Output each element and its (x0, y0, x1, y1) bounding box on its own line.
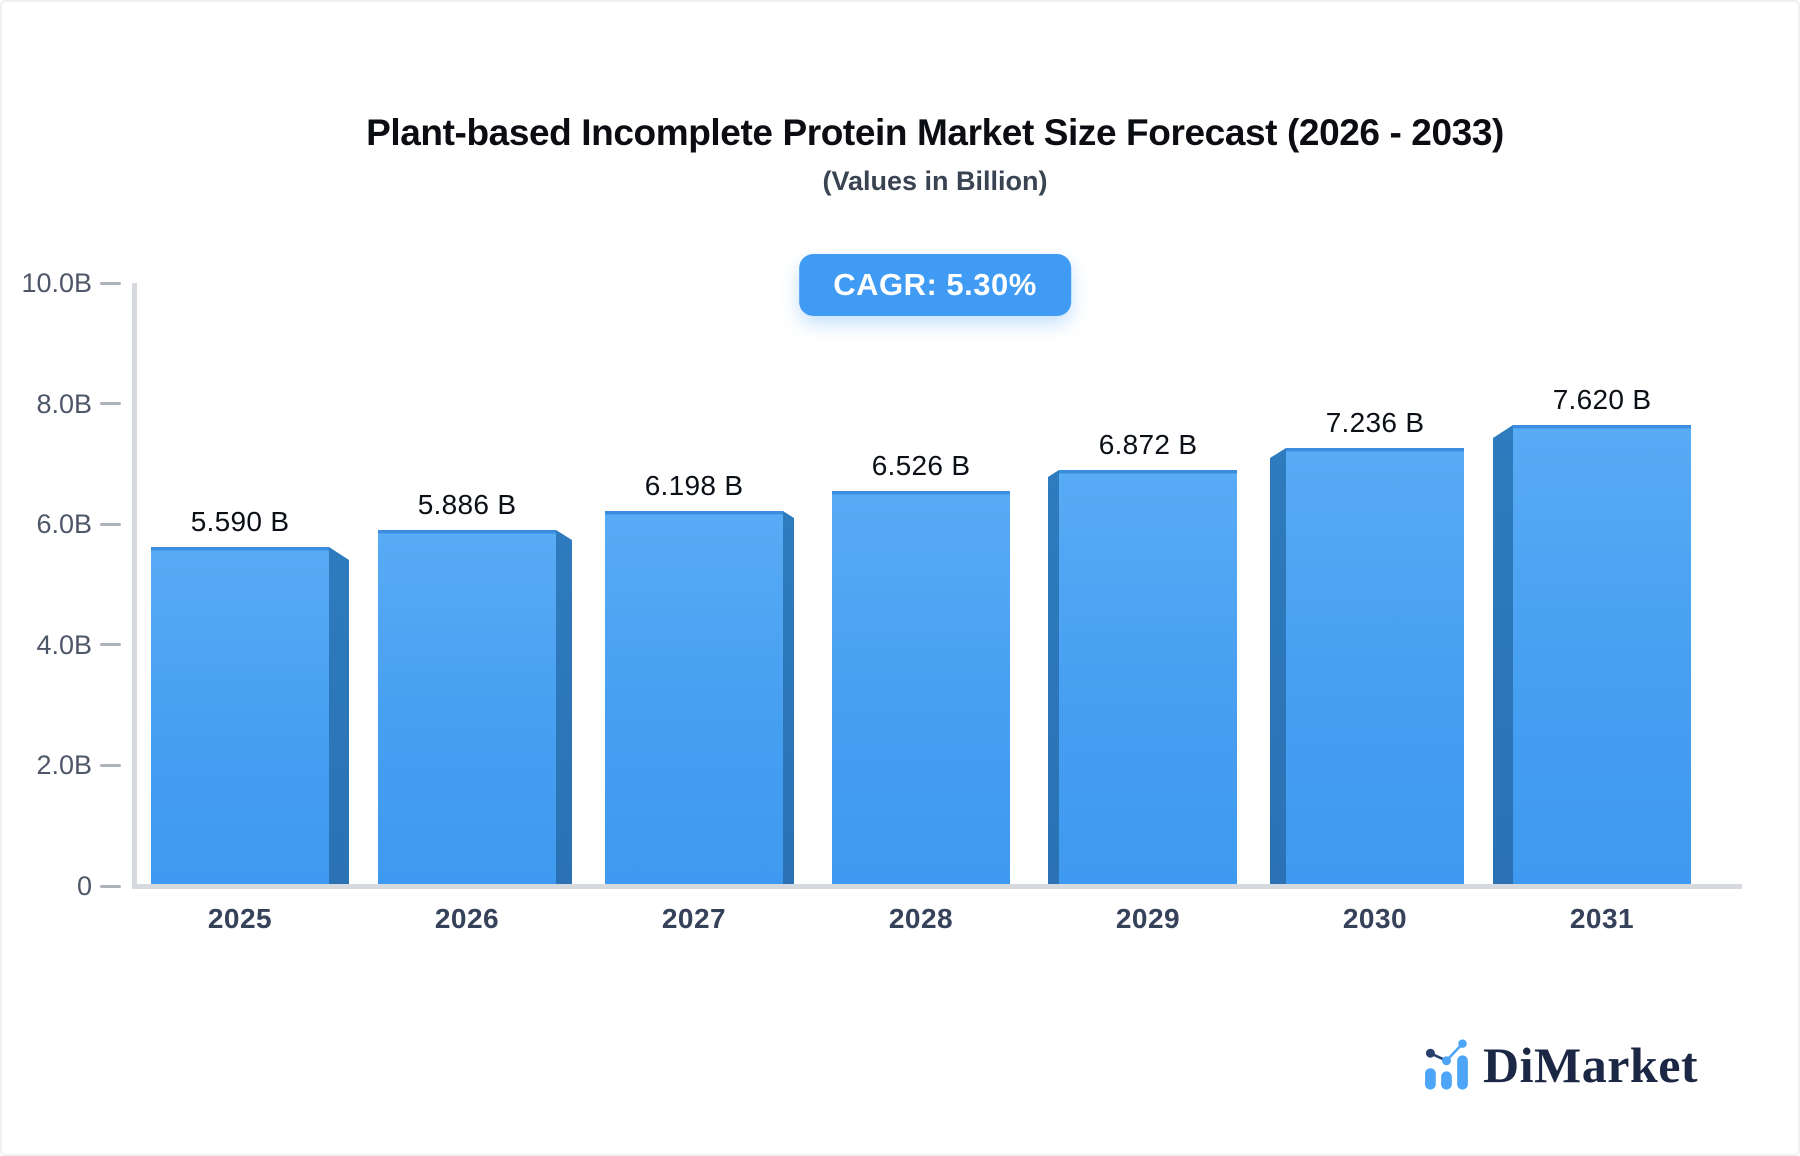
x-axis-line (132, 884, 1742, 889)
bar-value-label: 5.590 B (190, 506, 290, 537)
bar-side-face (783, 511, 794, 884)
bar-chart-logo-icon (1425, 1039, 1468, 1090)
x-axis-label: 2027 (661, 903, 727, 934)
x-axis-label: 2025 (207, 903, 273, 934)
bar (1059, 470, 1237, 884)
brand-logo-text: DiMarket (1483, 1037, 1699, 1093)
y-axis-label: 8.0B (36, 388, 92, 419)
bar (1513, 425, 1691, 884)
x-axis-label: 2026 (434, 903, 500, 934)
x-axis-label: 2030 (1342, 903, 1408, 934)
bar (378, 530, 556, 884)
bar (1286, 448, 1464, 884)
bar-value-label: 5.886 B (417, 489, 517, 520)
bar-side-face (556, 530, 572, 884)
bar-side-face (329, 547, 349, 884)
bar (832, 491, 1010, 884)
y-axis-tick (100, 522, 121, 526)
y-axis-label: 0 (76, 871, 92, 901)
bar (151, 547, 329, 884)
bar (605, 511, 783, 884)
y-axis-label: 4.0B (36, 629, 92, 660)
cagr-badge: CAGR: 5.30% (799, 254, 1071, 316)
x-axis-label: 2031 (1569, 903, 1635, 934)
y-axis-label: 10.0B (21, 268, 92, 298)
x-axis-label: 2029 (1115, 903, 1181, 934)
y-axis-tick (100, 643, 121, 647)
chart-subtitle: (Values in Billion) (822, 166, 1048, 196)
x-axis-label: 2028 (888, 903, 954, 934)
bar-side-face (1048, 470, 1059, 884)
y-axis-tick (100, 402, 121, 406)
bar-value-label: 7.236 B (1325, 407, 1425, 438)
bar-value-label: 6.526 B (871, 450, 971, 481)
y-axis-label: 6.0B (36, 509, 92, 540)
y-axis-label: 2.0B (36, 750, 92, 781)
cagr-badge-label: CAGR: 5.30% (833, 267, 1037, 302)
bar-value-label: 6.872 B (1098, 429, 1198, 460)
brand-logo: DiMarket (1424, 1036, 1698, 1094)
y-axis-tick (100, 884, 121, 888)
y-axis-tick (100, 281, 121, 285)
y-axis-line (132, 283, 137, 889)
bar-side-face (1493, 425, 1513, 884)
bar-side-face (1270, 448, 1286, 884)
y-axis-tick (100, 763, 121, 767)
bar-value-label: 6.198 B (644, 470, 744, 501)
chart-title: Plant-based Incomplete Protein Market Si… (366, 112, 1504, 153)
bar-value-label: 7.620 B (1552, 384, 1652, 415)
